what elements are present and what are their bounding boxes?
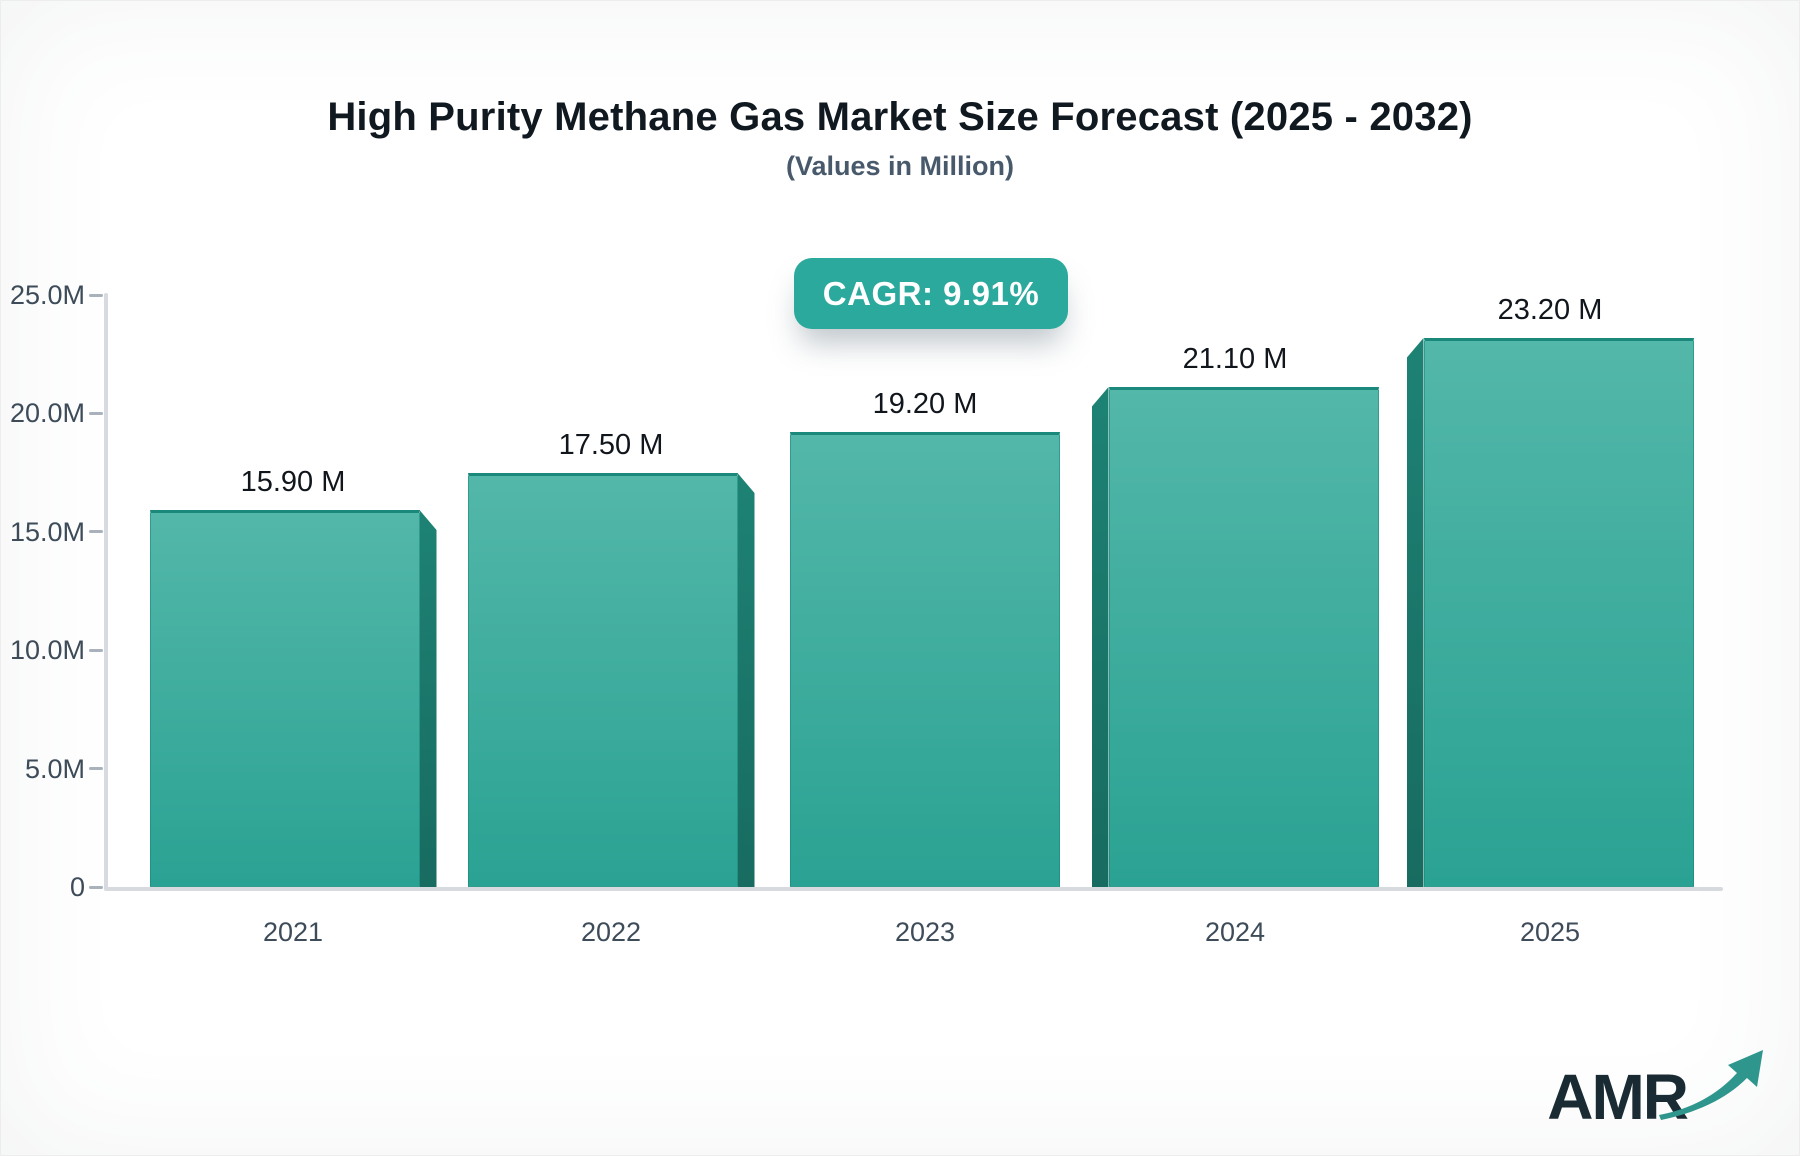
amr-logo: AMR [1547,1043,1769,1129]
bar-3d-bevel [737,473,755,887]
x-axis-label: 2025 [1519,917,1581,947]
x-axis-label: 2022 [580,917,642,947]
y-tick-label: 25.0M [9,280,85,310]
x-axis-label: 2024 [1204,917,1266,947]
bar-value-label: 15.90 M [240,466,346,498]
y-tick-label: 20.0M [9,398,85,429]
bar [1108,387,1379,887]
y-tick-label: 15.0M [9,516,85,547]
bar-3d-bevel [1091,387,1109,887]
y-tick-mark [89,885,103,889]
bar-value-label: 17.50 M [558,429,664,461]
bar-3d-bevel [1406,338,1424,887]
y-axis-line [104,293,108,891]
x-axis-line [106,887,1723,891]
bar-value-label: 21.10 M [1182,343,1288,375]
bar [467,473,738,887]
y-tick-label: 5.0M [24,753,85,784]
chart-subtitle: (Values in Million) [785,151,1015,181]
cagr-badge: CAGR: 9.91% [794,258,1068,329]
bar-3d-bevel [419,510,437,887]
bar-value-label: 23.20 M [1497,294,1603,326]
growth-arrow-icon [1659,1050,1763,1120]
bar [149,510,420,887]
bar-value-label: 19.20 M [872,388,978,420]
y-tick-mark [89,411,103,415]
x-axis-label: 2021 [262,917,324,947]
y-tick-mark [89,648,103,652]
y-tick-mark [89,293,103,297]
y-tick-mark [89,767,103,771]
x-axis-label: 2023 [894,917,956,947]
bar [1423,338,1694,887]
chart-title: High Purity Methane Gas Market Size Fore… [327,95,1473,139]
y-tick-label: 10.0M [9,635,85,666]
y-tick-label: 0 [69,872,85,902]
y-tick-mark [89,530,103,534]
bar [790,432,1060,887]
